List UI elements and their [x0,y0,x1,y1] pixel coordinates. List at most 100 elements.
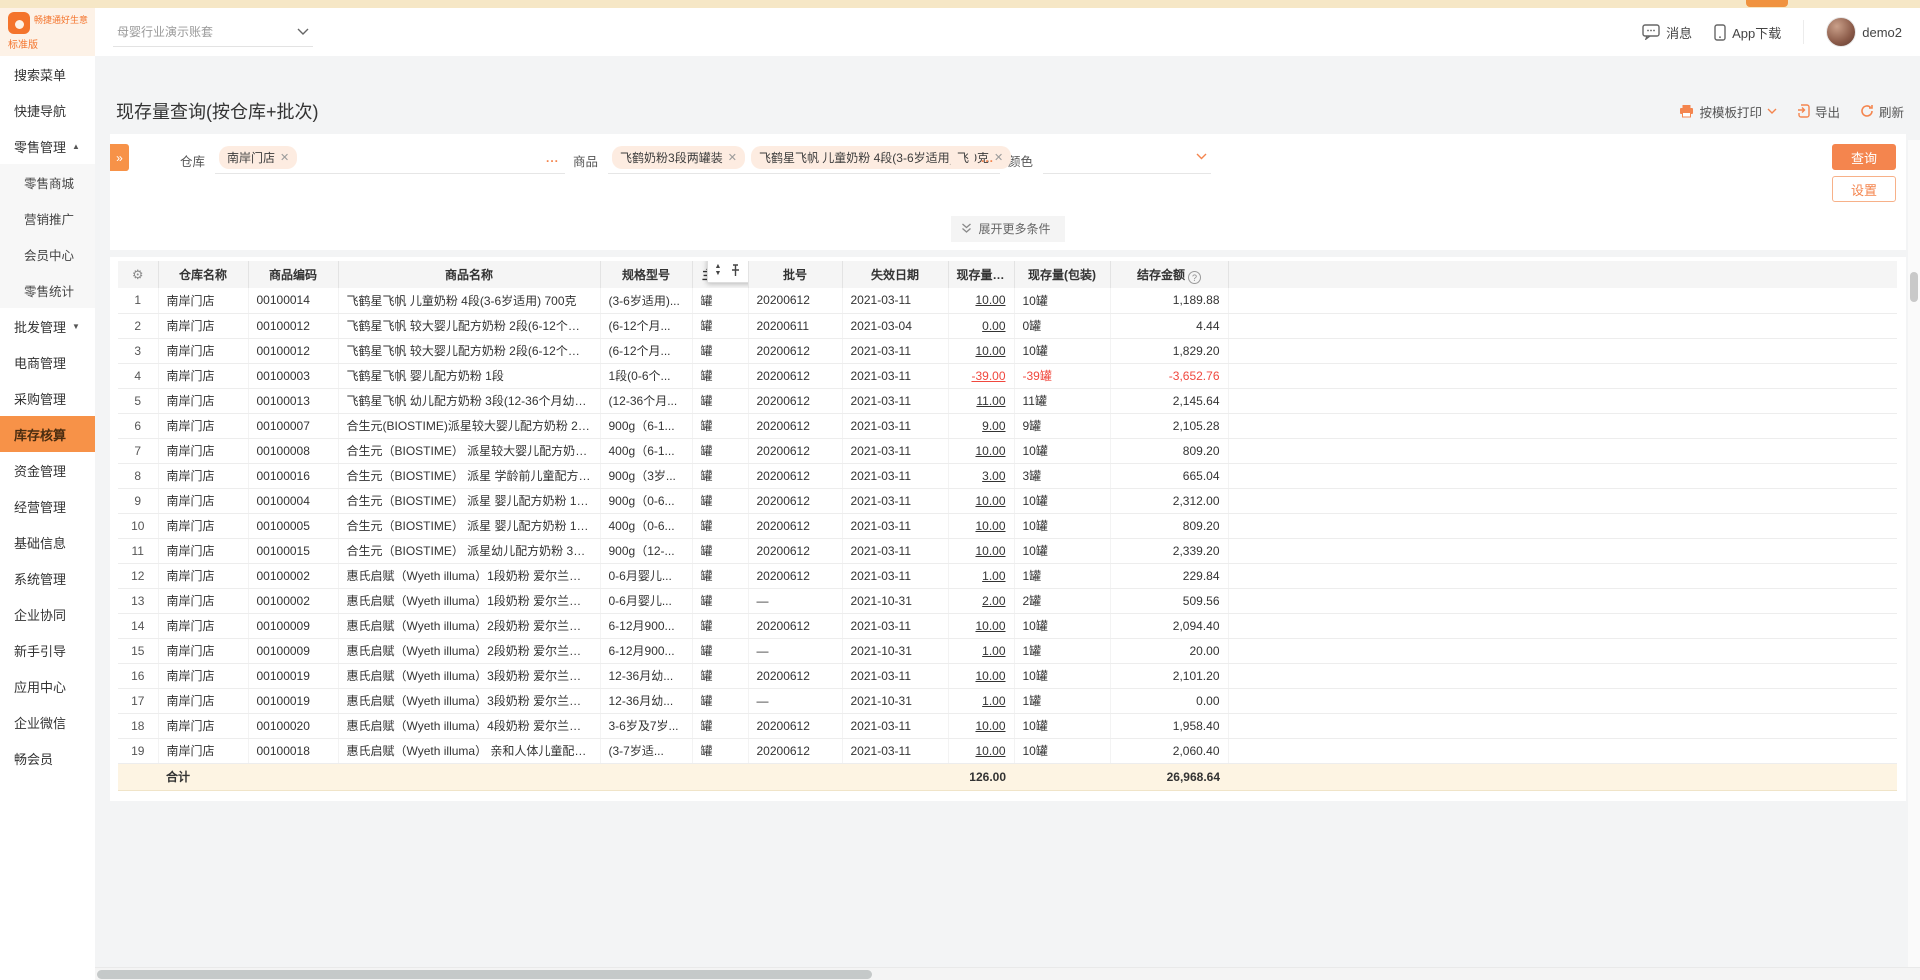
tag-remove-icon[interactable]: ✕ [280,152,290,164]
tag-remove-icon[interactable]: ✕ [727,152,737,164]
sidebar-item-8[interactable]: 批发管理 ▼ [0,308,95,344]
qty-main-link[interactable]: 2.00 [982,593,1006,608]
header-batch[interactable]: 批号 [748,261,843,288]
sidebar-item-19[interactable]: 企业微信 [0,704,95,740]
cell-row-number: 14 [118,613,159,639]
vertical-scrollbar-thumb[interactable] [1910,272,1918,302]
qty-main-link[interactable]: 10.00 [975,443,1006,458]
header-product-code[interactable]: 商品编码 [248,261,339,288]
sidebar-item-10[interactable]: 采购管理 [0,380,95,416]
sidebar-item-12[interactable]: 资金管理 [0,452,95,488]
product-overflow-dots[interactable]: ... [981,150,995,165]
cell-main-unit: 罐 [692,388,749,414]
qty-main-link[interactable]: 10.00 [975,668,1006,683]
header-amount[interactable]: 结存金额? [1110,261,1229,288]
qty-main-link[interactable]: 10.00 [975,743,1006,758]
sidebar-item-6[interactable]: 会员中心 [0,236,95,272]
gear-icon: ⚙ [131,266,144,282]
qty-main-link[interactable]: 1.00 [982,643,1006,658]
settings-button[interactable]: 设置 [1832,176,1896,202]
cell-qty-main: 1.00 [948,638,1015,664]
filter-tag[interactable]: 南岸门店 ✕ [219,146,298,169]
cell-filler [1228,638,1897,664]
cell-filler [1228,438,1897,464]
pin-icon[interactable] [729,264,742,277]
qty-main-link[interactable]: 10.00 [975,518,1006,533]
sidebar-item-3[interactable]: 零售管理 ▲ [0,128,95,164]
query-button[interactable]: 查询 [1832,144,1896,170]
cell-row-number: 9 [118,488,159,514]
sidebar-item-18[interactable]: 应用中心 [0,668,95,704]
sidebar-item-9[interactable]: 电商管理 [0,344,95,380]
cell-product-code: 00100012 [248,338,339,364]
sidebar-item-label: 电商管理 [14,355,67,371]
color-filter-input[interactable] [1043,144,1212,174]
sidebar-item-15[interactable]: 系统管理 [0,560,95,596]
qty-main-link[interactable]: 10.00 [975,543,1006,558]
messages-button[interactable]: 消息 [1642,23,1692,42]
expand-more-conditions-button[interactable]: 展开更多条件 [951,216,1065,242]
qty-main-link[interactable]: 1.00 [982,693,1006,708]
sort-icon[interactable]: ▲ ▼ [714,263,722,277]
user-menu[interactable]: demo2 [1826,17,1902,47]
qty-main-link[interactable]: 1.00 [982,568,1006,583]
header-qty-main[interactable]: 现存量(主) [948,261,1015,288]
cell-qty-main: 10.00 [948,538,1015,564]
header-qty-pack[interactable]: 现存量(包装) [1014,261,1111,288]
sidebar-item-11[interactable]: 库存核算 [0,416,95,452]
qty-main-link[interactable]: -39.00 [971,368,1006,383]
filter-tag-truncated[interactable]: 飞 [949,146,976,169]
cell-row-number: 17 [118,688,159,714]
warehouse-filter-input[interactable]: 南岸门店 ✕ ... [215,144,566,174]
table-row: 19 南岸门店 00100018 惠氏启赋（Wyeth illuma） 亲和人体儿童配… [118,738,1897,764]
sidebar-item-1[interactable]: 搜索菜单 [0,56,95,92]
account-select[interactable]: 母婴行业演示账套 [113,17,313,47]
export-button[interactable]: 导出 [1797,102,1840,121]
filter-tag[interactable]: 飞鹤星飞帆 儿童奶粉 4段(3-6岁适用) 700克 ✕ [750,146,1012,169]
app-download-button[interactable]: App下载 [1714,23,1781,42]
sidebar-item-17[interactable]: 新手引导 [0,632,95,668]
refresh-button[interactable]: 刷新 [1860,102,1904,121]
page-title: 现存量查询(按仓库+批次) [116,102,319,122]
sidebar-item-13[interactable]: 经营管理 [0,488,95,524]
qty-main-link[interactable]: 3.00 [982,468,1006,483]
qty-main-link[interactable]: 10.00 [975,343,1006,358]
header-expiry-date[interactable]: 失效日期 [842,261,949,288]
header-spec[interactable]: 规格型号 [600,261,693,288]
header-warehouse[interactable]: 仓库名称 [158,261,249,288]
tag-remove-icon[interactable]: ✕ [993,152,1004,164]
sidebar-item-16[interactable]: 企业协同 [0,596,95,632]
qty-main-link[interactable]: 0.00 [982,318,1006,333]
cell-product-code: 00100015 [248,538,339,564]
warehouse-overflow-dots[interactable]: ... [546,150,560,165]
cell-batch: 20200612 [748,413,843,439]
help-circle-icon[interactable]: ? [1188,270,1201,284]
cell-expiry-date: 2021-03-11 [842,488,949,514]
filter-collapse-button[interactable]: » [110,144,129,171]
header-product-name[interactable]: 商品名称 [338,261,601,288]
cell-expiry-date: 2021-03-11 [842,738,949,764]
warehouse-filter-label: 仓库 [180,155,206,169]
qty-main-link[interactable]: 9.00 [982,418,1006,433]
print-by-template-button[interactable]: 按模板打印 [1679,102,1777,121]
sidebar-item-label: 搜索菜单 [14,67,67,83]
header-main-unit[interactable]: 主计量 ▲▼ [692,261,749,288]
sidebar-item-4[interactable]: 零售商城 [0,164,95,200]
cell-qty-pack: 10罐 [1014,488,1111,514]
qty-main-link[interactable]: 10.00 [975,618,1006,633]
column-settings-header[interactable]: ⚙ [118,261,159,288]
cell-amount: 809.20 [1110,438,1229,464]
sidebar-item-20[interactable]: 畅会员 [0,740,95,776]
cell-expiry-date: 2021-03-11 [842,388,949,414]
horizontal-scrollbar-thumb[interactable] [97,970,872,979]
sidebar-item-7[interactable]: 零售统计 [0,272,95,308]
product-filter-input[interactable]: 飞鹤奶粉3段两罐装 ✕ 飞鹤星飞帆 儿童奶粉 4段(3-6岁适用) 700克 ✕ 飞 … [608,144,1012,174]
qty-main-link[interactable]: 11.00 [976,393,1006,408]
filter-tag[interactable]: 飞鹤奶粉3段两罐装 ✕ [612,146,745,169]
sidebar-item-5[interactable]: 营销推广 [0,200,95,236]
qty-main-link[interactable]: 10.00 [975,293,1006,308]
qty-main-link[interactable]: 10.00 [975,718,1006,733]
qty-main-link[interactable]: 10.00 [975,493,1006,508]
sidebar-item-2[interactable]: 快捷导航 [0,92,95,128]
sidebar-item-14[interactable]: 基础信息 [0,524,95,560]
